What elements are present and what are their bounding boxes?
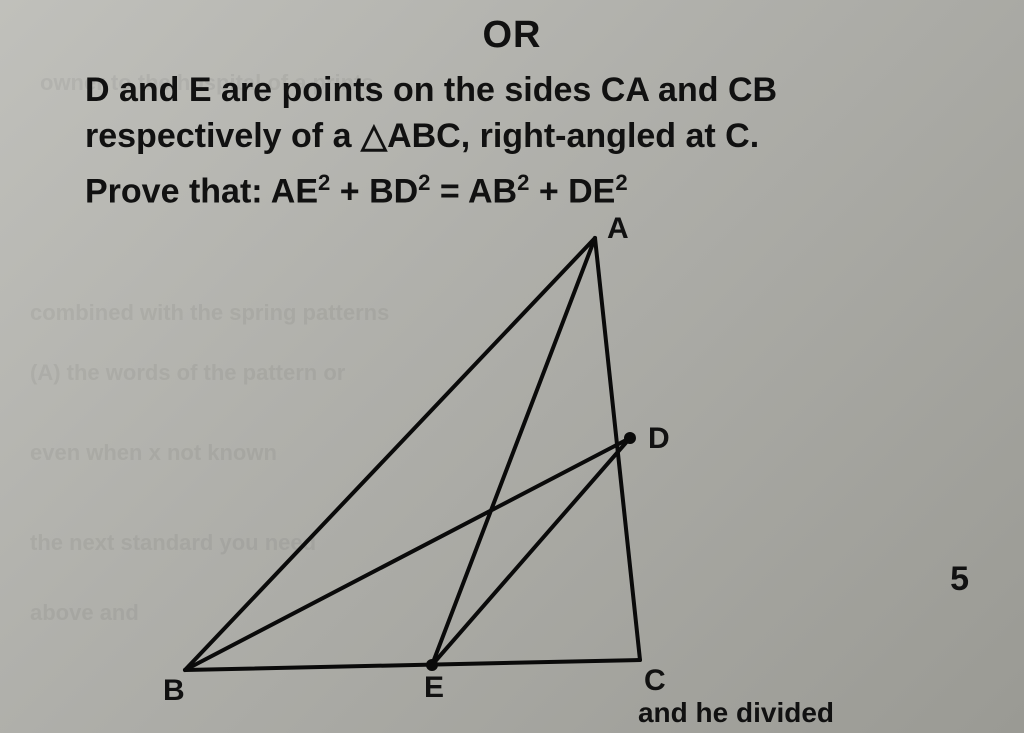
prove-label: Prove that: — [85, 172, 271, 210]
eq-op: = — [430, 172, 468, 210]
text-span: ABC, right-angled at C. — [387, 117, 759, 155]
triangle-svg — [150, 230, 750, 700]
problem-statement: D and E are points on the sides CA and C… — [85, 68, 925, 215]
eq-term: BD — [369, 172, 418, 210]
eq-op: + — [330, 172, 369, 210]
problem-line-1: D and E are points on the sides CA and C… — [85, 68, 925, 114]
vertex-label-b: B — [163, 674, 185, 708]
footer-fragment: and he divided — [638, 697, 834, 729]
eq-op: + — [529, 172, 568, 210]
triangle-symbol: △ — [361, 117, 387, 155]
eq-term: AE — [271, 172, 318, 210]
eq-term: DE — [568, 172, 615, 210]
heading-or: OR — [0, 14, 1024, 57]
prove-line: Prove that: AE2 + BD2 = AB2 + DE2 — [85, 168, 925, 215]
vertex-label-a: A — [607, 212, 629, 246]
page: owner to the hospital of a prints combin… — [0, 0, 1024, 733]
eq-exp: 2 — [615, 170, 627, 195]
eq-exp: 2 — [318, 170, 330, 195]
vertex-label-c: C — [644, 664, 666, 698]
ghost-line: above and — [30, 600, 139, 626]
text-span: respectively of a — [85, 117, 361, 155]
problem-line-2: respectively of a △ABC, right-angled at … — [85, 114, 925, 160]
marks-value: 5 — [950, 560, 969, 599]
vertex-label-d: D — [648, 422, 670, 456]
vertex-label-e: E — [424, 671, 444, 705]
geometry-diagram: A B C D E — [150, 230, 750, 700]
eq-term: AB — [468, 172, 517, 210]
eq-exp: 2 — [418, 170, 430, 195]
eq-exp: 2 — [517, 170, 529, 195]
